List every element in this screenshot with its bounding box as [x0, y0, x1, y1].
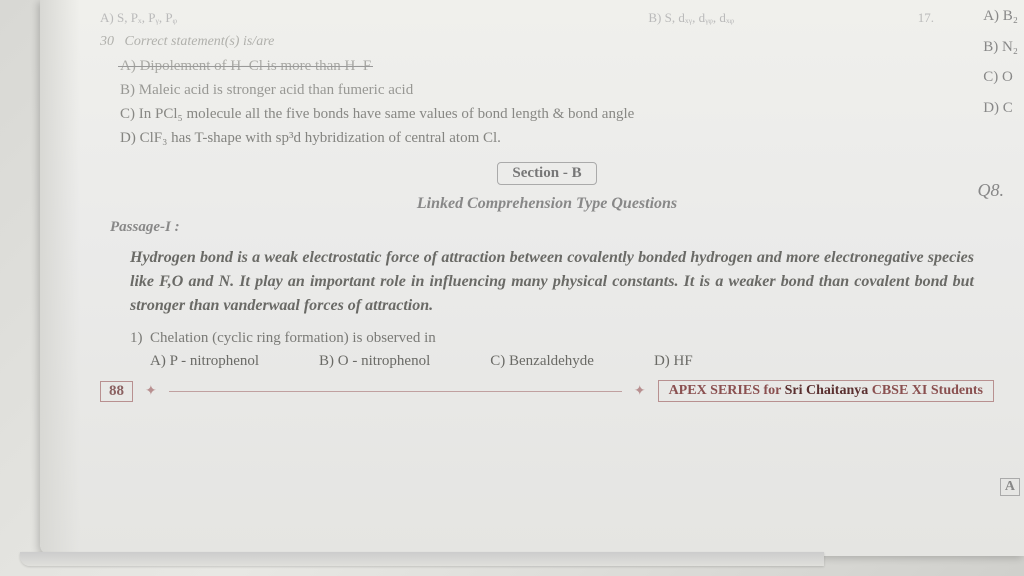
option-d: D) ClF₃ has T-shape with sp³d hybridizat…	[120, 128, 994, 149]
right-opt-b: B) N₂	[983, 33, 1018, 62]
top-left-option: A) S, Pₓ, Pᵧ, Pᵩ	[100, 10, 177, 26]
option-a: A) Dipolement of H–Cl is more than H–F	[120, 56, 994, 77]
top-right-option: B) S, dₓᵧ, dᵧᵩ, dₓᵩ	[648, 10, 734, 26]
apex-series-box: APEX SERIES for Sri Chaitanya CBSE XI St…	[658, 380, 994, 402]
apex-suffix: CBSE XI Students	[868, 383, 983, 398]
star-icon-left: ✦	[145, 383, 157, 400]
answer-a: A) P - nitrophenol	[150, 353, 259, 370]
footer-row: 88 ✦ ✦ APEX SERIES for Sri Chaitanya CBS…	[100, 380, 994, 402]
header-num: 30	[100, 34, 114, 49]
section-subtitle: Linked Comprehension Type Questions	[100, 195, 994, 213]
right-opt-d: D) C	[983, 94, 1018, 123]
page-edge-shadow	[20, 552, 824, 566]
footer-divider	[169, 391, 622, 392]
header-text: Correct statement(s) is/are	[125, 34, 275, 49]
section-label: Section - B	[497, 162, 596, 185]
apex-mid: Sri Chaitanya	[785, 383, 869, 398]
page-number: 88	[100, 381, 133, 402]
page-container: A) B₂ B) N₂ C) O D) C Q8. A) S, Pₓ, Pᵧ, …	[40, 0, 1024, 556]
answer-b: B) O - nitrophenol	[319, 353, 430, 370]
star-icon-right: ✦	[634, 383, 646, 400]
top-q-num: 17.	[918, 10, 934, 26]
option-a-text: A) Dipolement of H–Cl is more than H–F	[120, 58, 371, 74]
answer-row: A) P - nitrophenol B) O - nitrophenol C)…	[150, 353, 994, 370]
passage-body: Hydrogen bond is a weak electrostatic fo…	[130, 246, 974, 318]
answer-d: D) HF	[654, 353, 693, 370]
question-line: 1) Chelation (cyclic ring formation) is …	[130, 330, 994, 347]
top-faded-area: A) S, Pₓ, Pᵧ, Pᵩ B) S, dₓᵧ, dᵧᵩ, dₓᵩ 17.	[100, 10, 994, 26]
question-text: Chelation (cyclic ring formation) is obs…	[150, 330, 436, 346]
side-marker-a: A	[1000, 478, 1020, 496]
q-number-mark: Q8.	[978, 180, 1005, 201]
statement-header: 30 Correct statement(s) is/are	[100, 34, 994, 50]
question-num: 1)	[130, 330, 143, 346]
right-opt-c: C) O	[983, 63, 1018, 92]
answer-c: C) Benzaldehyde	[490, 353, 594, 370]
option-c: C) In PCl₅ molecule all the five bonds h…	[120, 104, 994, 125]
apex-prefix: APEX SERIES for	[669, 383, 785, 398]
passage-label: Passage-I :	[110, 219, 994, 236]
option-b: B) Maleic acid is stronger acid than fum…	[120, 80, 994, 101]
